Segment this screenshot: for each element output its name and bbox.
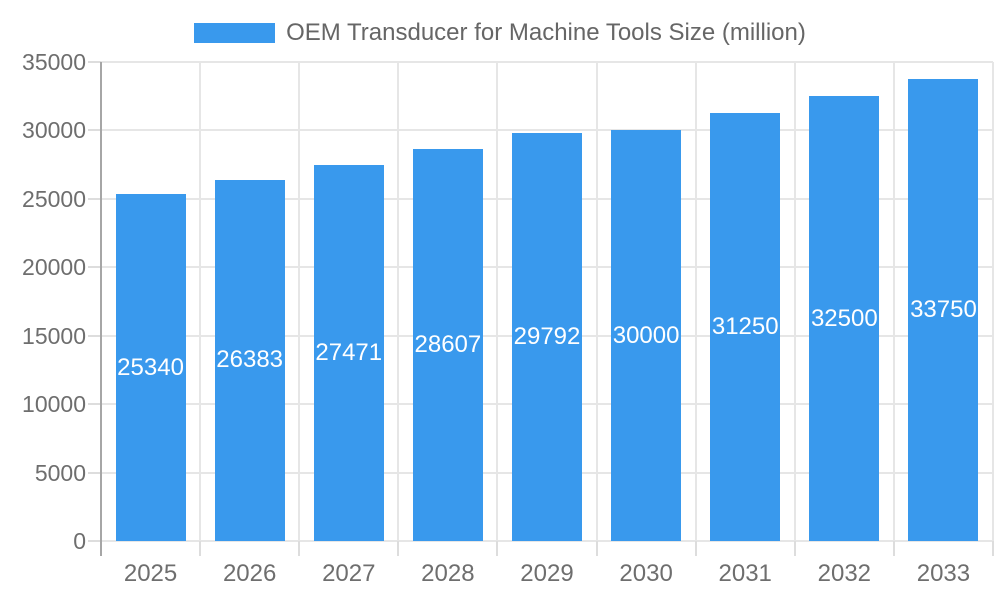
y-gridline [101, 129, 993, 132]
bar-value-label: 28607 [414, 331, 482, 359]
y-gridline [101, 61, 993, 63]
y-axis-tick [88, 540, 101, 542]
x-axis-tick [793, 541, 796, 556]
bar-value-label: 26383 [216, 346, 284, 374]
x-tick-label: 2028 [421, 560, 475, 587]
y-axis-tick [88, 61, 101, 63]
bar-value-label: 32500 [810, 304, 878, 332]
legend-color-swatch [194, 23, 276, 43]
x-tick-label: 2029 [520, 560, 574, 587]
x-gridline [199, 62, 202, 541]
bar[interactable] [412, 149, 483, 541]
x-gridline [397, 62, 400, 541]
y-tick-label: 30000 [22, 117, 86, 144]
y-tick-label: 10000 [22, 391, 86, 418]
bar-value-label: 27471 [315, 339, 383, 367]
x-axis-tick [199, 541, 202, 556]
y-axis-tick [88, 197, 101, 200]
x-axis-tick [298, 541, 301, 556]
x-gridline [298, 62, 301, 541]
x-axis-tick [992, 541, 994, 556]
x-axis-tick [397, 541, 400, 556]
x-tick-label: 2026 [222, 560, 277, 587]
bar-value-label: 33750 [910, 296, 977, 324]
bar[interactable] [115, 194, 186, 541]
x-axis-tick [595, 541, 598, 556]
x-gridline [892, 62, 895, 541]
y-axis-line [100, 62, 102, 556]
x-axis-tick [694, 541, 697, 556]
bar[interactable] [214, 179, 285, 541]
y-axis-tick [88, 334, 101, 337]
y-axis-tick [88, 266, 101, 269]
legend: OEM Transducer for Machine Tools Size (m… [0, 19, 1000, 47]
bar[interactable] [512, 133, 582, 541]
bar[interactable] [908, 79, 979, 541]
legend-item[interactable]: OEM Transducer for Machine Tools Size (m… [194, 19, 806, 47]
y-tick-label: 20000 [22, 254, 86, 281]
bar-value-label: 25340 [117, 353, 184, 381]
x-gridline [595, 62, 598, 541]
y-tick-label: 35000 [22, 49, 86, 75]
bar[interactable] [710, 113, 781, 541]
x-tick-label: 2025 [123, 560, 178, 587]
bar[interactable] [611, 130, 682, 541]
y-axis-tick [88, 403, 101, 406]
y-tick-label: 15000 [22, 322, 86, 349]
y-tick-label: 0 [73, 528, 86, 554]
x-axis-tick [892, 541, 895, 556]
y-axis-tick [88, 129, 101, 132]
x-axis-tick [496, 541, 499, 556]
x-gridline [694, 62, 697, 541]
bar-value-label: 31250 [711, 313, 779, 341]
bar-value-label: 30000 [612, 321, 680, 349]
x-tick-label: 2031 [718, 560, 772, 587]
bar-value-label: 29792 [513, 323, 581, 351]
bar[interactable] [313, 165, 384, 541]
x-tick-label: 2027 [322, 560, 376, 587]
x-gridline [992, 62, 994, 541]
legend-label: OEM Transducer for Machine Tools Size (m… [286, 19, 806, 46]
bar[interactable] [809, 96, 880, 541]
x-gridline [793, 62, 796, 541]
x-tick-label: 2032 [817, 560, 872, 587]
y-tick-label: 5000 [34, 459, 86, 486]
x-tick-label: 2033 [916, 560, 971, 587]
y-gridline [101, 540, 993, 542]
x-tick-label: 2030 [619, 560, 673, 587]
x-gridline [496, 62, 499, 541]
y-tick-label: 25000 [22, 185, 86, 212]
y-axis-tick [88, 471, 101, 474]
